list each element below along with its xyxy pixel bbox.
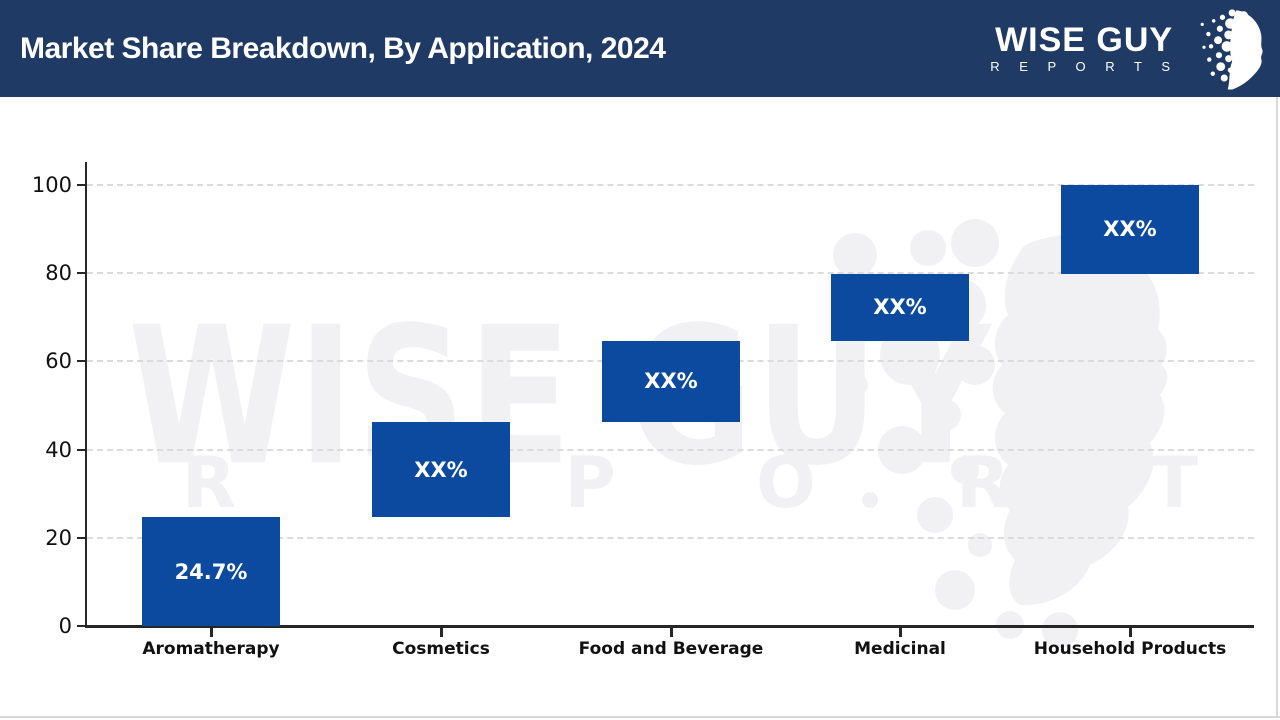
gridline-100: [87, 184, 1254, 186]
logo-head-icon: [1200, 8, 1263, 89]
y-tick-mark-40: [77, 448, 85, 451]
bar-cosmetics[interactable]: XX%: [372, 422, 510, 518]
x-tick-mark-1: [440, 628, 443, 637]
category-label-0: Aromatherapy: [142, 639, 280, 659]
y-tick-label-20: 20: [45, 525, 72, 550]
watermark-subtitle: R E P O R T S: [182, 442, 1280, 524]
bar-food-and-beverage[interactable]: XX%: [602, 340, 740, 423]
bar-aromatherapy[interactable]: 24.7%: [142, 517, 280, 626]
y-tick-label-80: 80: [45, 261, 72, 286]
gridline-20: [87, 536, 1254, 539]
gridline-40: [87, 448, 1254, 451]
gridline-80: [87, 272, 1254, 275]
y-tick-mark-0: [77, 625, 85, 627]
wise-guy-reports-logo: WISE GUY R E P O R T S: [990, 0, 1270, 97]
bar-value-label: XX%: [873, 295, 927, 320]
page-title: Market Share Breakdown, By Application, …: [20, 31, 666, 65]
y-axis-line: [85, 162, 87, 627]
bar-value-label: 24.7%: [174, 559, 248, 584]
y-tick-label-0: 0: [58, 614, 72, 638]
category-label-3: Medicinal: [854, 639, 946, 659]
header-bar: Market Share Breakdown, By Application, …: [0, 0, 1280, 97]
x-tick-mark-2: [670, 628, 673, 637]
right-border-line: [1276, 97, 1278, 718]
y-tick-label-100: 100: [31, 173, 72, 197]
logo-subtitle: R E P O R T S: [990, 58, 1178, 74]
y-tick-mark-20: [77, 536, 85, 539]
y-tick-mark-100: [77, 184, 85, 186]
category-label-4: Household Products: [1033, 639, 1227, 659]
bar-value-label: XX%: [1103, 217, 1157, 242]
y-tick-label-40: 40: [45, 437, 72, 462]
x-axis-line: [85, 625, 1254, 628]
y-tick-mark-60: [77, 360, 85, 363]
x-tick-mark-4: [1129, 628, 1132, 637]
category-label-1: Cosmetics: [392, 639, 490, 659]
logo-wordmark: WISE GUY: [995, 20, 1174, 59]
bar-value-label: XX%: [414, 457, 468, 482]
logo-text: WISE GUY R E P O R T S: [990, 23, 1178, 75]
bar-value-label: XX%: [644, 369, 698, 394]
bar-medicinal[interactable]: XX%: [831, 273, 969, 341]
bottom-border-line: [0, 716, 1280, 718]
category-label-2: Food and Beverage: [578, 639, 764, 659]
x-tick-mark-0: [210, 628, 213, 637]
y-tick-label-60: 60: [45, 349, 72, 374]
y-tick-mark-80: [77, 272, 85, 275]
bar-household-products[interactable]: XX%: [1061, 185, 1199, 274]
x-tick-mark-3: [899, 628, 902, 637]
